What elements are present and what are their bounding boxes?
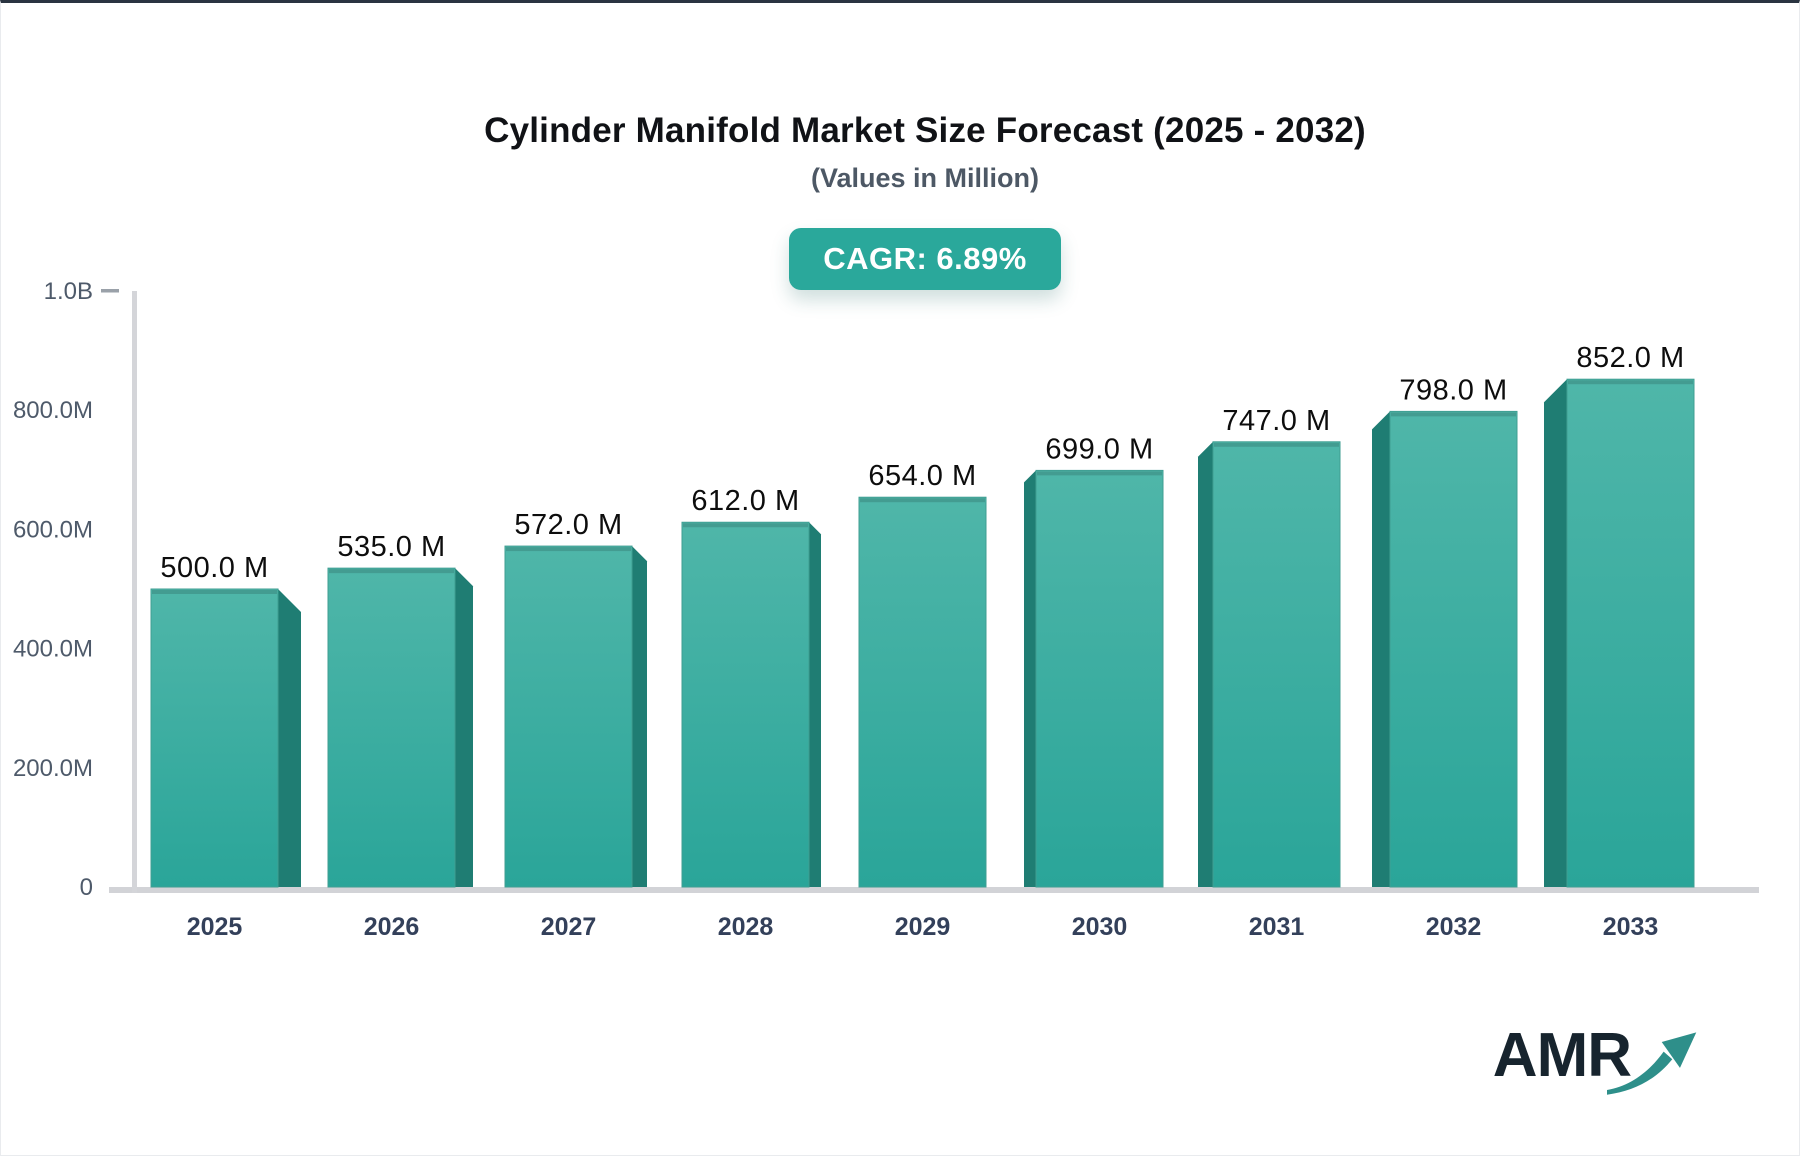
bar-side-2025	[278, 589, 301, 887]
bar-side-2030	[1024, 470, 1036, 887]
bar-top-edge	[329, 569, 454, 574]
bar-side-2031	[1198, 441, 1213, 887]
bar-2033[interactable]	[1566, 378, 1695, 888]
bar-top-edge	[1214, 442, 1339, 447]
bar-value-label: 654.0 M	[868, 460, 976, 492]
bar-2025[interactable]	[150, 588, 279, 888]
y-tick-label: 0	[80, 874, 93, 901]
amr-logo: AMR	[1493, 1025, 1703, 1105]
x-tick-label: 2027	[541, 913, 597, 941]
x-tick-label: 2026	[364, 913, 420, 941]
bar-value-label: 535.0 M	[337, 531, 445, 563]
chart-header: Cylinder Manifold Market Size Forecast (…	[1, 3, 1799, 290]
growth-arrow-icon	[1607, 1032, 1697, 1095]
bar-value-label: 699.0 M	[1045, 433, 1153, 465]
bar-top-edge	[506, 547, 631, 552]
y-tick-label: 400.0M	[13, 636, 93, 663]
x-tick-label: 2025	[187, 913, 243, 941]
bar-2028[interactable]	[681, 521, 810, 888]
y-tick-label: 800.0M	[13, 397, 93, 424]
y-tick-dash	[101, 289, 119, 293]
bar-top-edge	[1568, 380, 1693, 385]
bar-side-2027	[632, 546, 647, 887]
x-tick-label: 2030	[1072, 913, 1128, 941]
bar-value-label: 612.0 M	[691, 485, 799, 517]
y-tick-label: 200.0M	[13, 755, 93, 782]
bar-side-2033	[1544, 379, 1567, 887]
bar-2026[interactable]	[327, 567, 456, 888]
y-axis-line	[132, 291, 137, 893]
labels: 0 200.0M 400.0M 600.0M 800.0M 1.0B 500.0 M 2025…	[13, 278, 1684, 941]
bar-2030[interactable]	[1035, 469, 1164, 888]
bar-2029[interactable]	[858, 496, 987, 888]
x-tick-label: 2029	[895, 913, 951, 941]
bar-side-2028	[809, 522, 821, 887]
amr-logo-text: AMR	[1492, 1021, 1632, 1090]
bar-top-edge	[1391, 412, 1516, 417]
bar-value-label: 572.0 M	[514, 509, 622, 541]
bar-side-2032	[1372, 411, 1390, 887]
bar-top-edge	[683, 523, 808, 528]
bar-top-edge	[860, 498, 985, 503]
bars	[150, 378, 1695, 888]
y-tick-label: 1.0B	[44, 278, 93, 305]
cagr-badge: CAGR: 6.89%	[789, 228, 1061, 290]
bar-2031[interactable]	[1212, 441, 1341, 888]
chart-title: Cylinder Manifold Market Size Forecast (…	[484, 111, 1366, 150]
x-tick-label: 2033	[1603, 913, 1659, 941]
y-tick-label: 600.0M	[13, 516, 93, 543]
bar-2032[interactable]	[1389, 410, 1518, 888]
bar-value-label: 798.0 M	[1399, 374, 1507, 406]
bar-side-2026	[455, 568, 473, 887]
x-tick-label: 2031	[1249, 913, 1305, 941]
bar-value-label: 852.0 M	[1576, 342, 1684, 374]
x-axis-line	[109, 887, 1759, 893]
bar-2027[interactable]	[504, 545, 633, 888]
bar-top-edge	[152, 590, 277, 594]
bar-chart-plot: 0 200.0M 400.0M 600.0M 800.0M 1.0B 500.0 M 2025…	[13, 278, 1759, 941]
chart-subtitle: (Values in Million)	[810, 163, 1040, 193]
bar-top-edge	[1037, 471, 1162, 476]
bar-value-label: 747.0 M	[1222, 405, 1330, 437]
bar-value-label: 500.0 M	[160, 552, 268, 584]
axes	[101, 289, 1759, 893]
x-tick-label: 2028	[718, 913, 774, 941]
x-tick-label: 2032	[1426, 913, 1482, 941]
